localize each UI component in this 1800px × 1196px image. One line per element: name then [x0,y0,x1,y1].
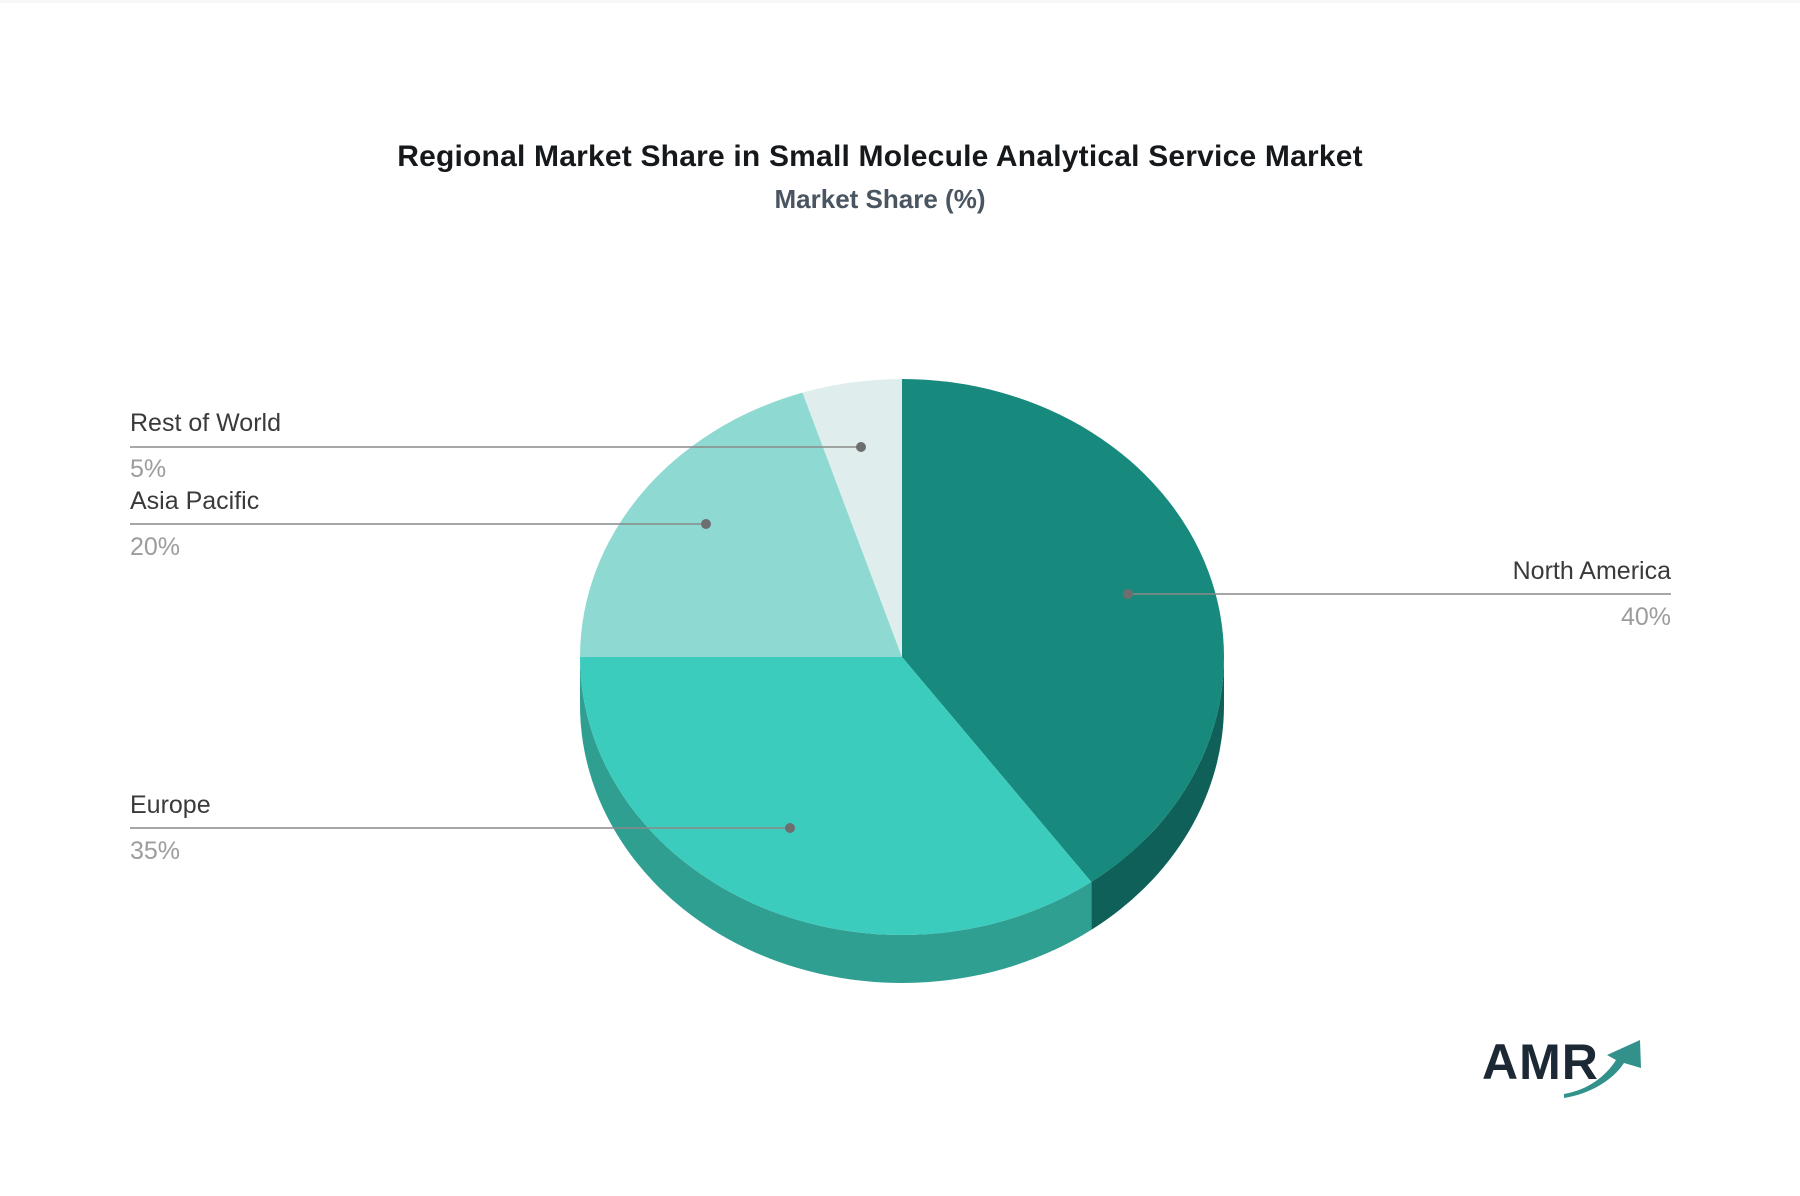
slice-label-north-america: North America [1512,557,1671,585]
page-top-edge [0,0,1800,3]
amr-logo-text: AMR [1482,1034,1599,1090]
callout-north-america: North America 40% [1513,556,1671,632]
leader-dot-rest-of-world [856,442,866,452]
leader-dot-north-america [1123,589,1133,599]
slice-label-europe: Europe [130,791,211,819]
pie-slice-north-america[interactable] [902,379,1225,882]
slice-label-rest-of-world: Rest of World [130,409,281,437]
leader-dot-asia-pacific [701,519,711,529]
slice-label-asia-pacific: Asia Pacific [130,487,260,515]
callout-europe: Europe 35% [130,790,211,866]
callout-asia-pacific: Asia Pacific 20% [130,486,259,562]
leader-dot-europe [785,823,795,833]
chart-title: Regional Market Share in Small Molecule … [397,140,1363,173]
pie-slice-side-europe [580,657,1092,984]
slice-percent-rest-of-world: 5% [130,455,167,483]
pie-slice-europe[interactable] [580,657,1092,936]
slice-percent-asia-pacific: 20% [130,533,181,561]
pie-slice-side-north-america [1091,657,1224,930]
callout-rest-of-world: Rest of World 5% [130,408,281,484]
chart-subtitle: Market Share (%) [774,184,986,214]
pie-slice-asia-pacific[interactable] [580,392,902,657]
slice-percent-europe: 35% [130,837,181,865]
pie-slice-rest-of-world[interactable] [802,379,903,657]
chart-header: Regional Market Share in Small Molecule … [0,138,1760,216]
slice-percent-north-america: 40% [1620,603,1671,631]
amr-logo: AMR [1482,1034,1662,1104]
amr-logo-growth-arrow-icon [1564,1040,1641,1098]
